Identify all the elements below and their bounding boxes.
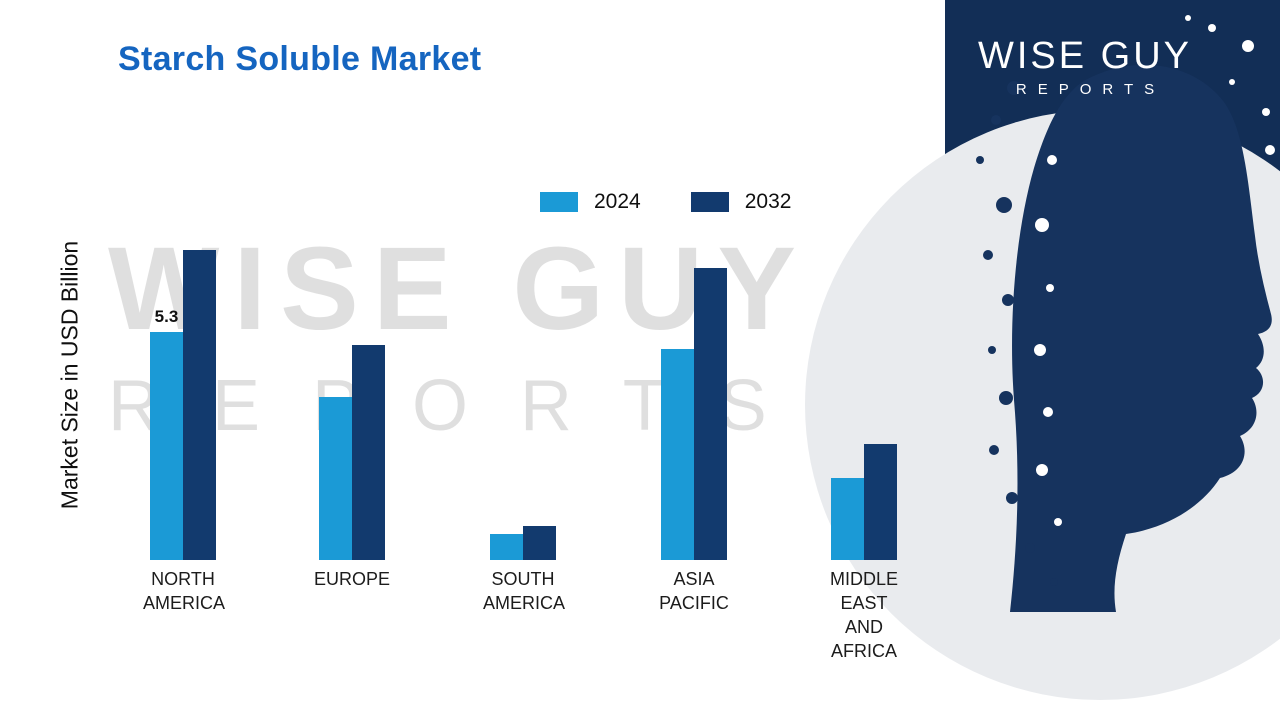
legend-swatch [690,192,729,212]
category-label-asia-pacific: ASIA PACIFIC [659,569,729,613]
category-label-middle-east-and-africa: MIDDLE EAST AND AFRICA [829,569,898,661]
bar-2032-middle-east-and-africa [864,444,897,560]
halftone-dots [976,81,1058,586]
bar-group-asia-pacific [661,0,727,560]
halftone-dots-light [1034,15,1275,526]
bar-2032-europe [352,345,385,560]
bar-group-south-america [490,0,556,560]
bar-2024-middle-east-and-africa [831,478,864,560]
chart-legend: 2024 2032 [540,190,791,214]
bar-2032-asia-pacific [694,268,727,560]
legend-item-2032: 2032 [690,190,792,214]
page-title: Starch Soluble Market [118,40,482,78]
bar-2024-south-america [490,534,523,560]
bar-2032-south-america [523,526,556,560]
head-silhouette-icon [1010,64,1272,613]
brand-logo-wordmark: WISE GUY [977,35,1193,77]
category-label-europe: EUROPE [313,569,391,589]
bar-2024-north-america [150,332,183,560]
bar-value-label: 5.3 [154,307,179,326]
brand-logo: WISE GUY REPORTS [960,35,1210,98]
bar-group-north-america: 5.3 [150,0,216,560]
bar-2024-asia-pacific [661,349,694,560]
bar-2024-europe [319,397,352,560]
bar-group-europe [319,0,385,560]
bar-group-middle-east-and-africa [831,0,897,560]
legend-label: 2032 [744,190,792,213]
category-label-north-america: NORTH AMERICA [143,569,226,613]
brand-logo-subtitle: REPORTS [1015,80,1166,98]
category-label-south-america: SOUTH AMERICA [483,569,566,613]
legend-item-2024: 2024 [540,190,641,214]
bar-2032-north-america [183,250,216,560]
legend-swatch [540,192,578,212]
legend-label: 2024 [594,190,641,213]
